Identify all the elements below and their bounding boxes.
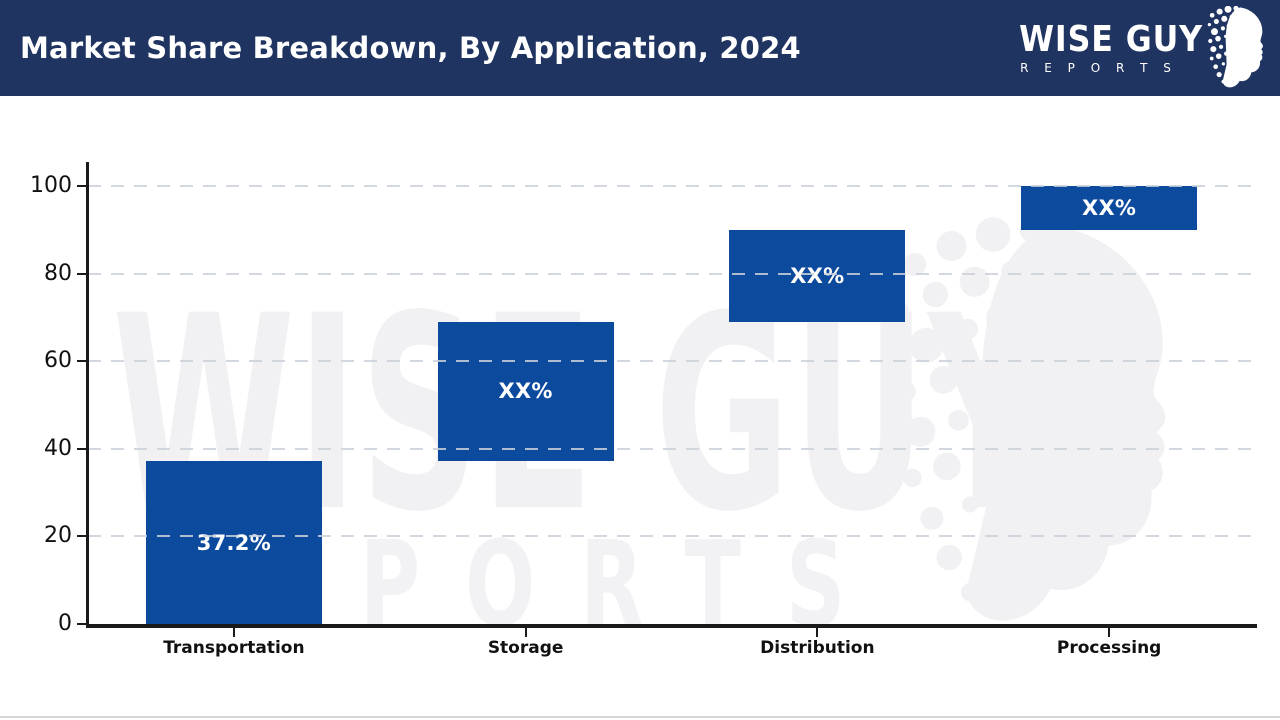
- logo-wordmark-text: WISE GUY: [1019, 18, 1203, 60]
- y-axis-tick: [77, 360, 86, 363]
- x-axis-tick: [1108, 628, 1111, 637]
- x-tick-label-distribution: Distribution: [760, 638, 875, 658]
- gridline-y-60: [88, 360, 1255, 363]
- bar-value-label: XX%: [498, 379, 553, 404]
- y-axis-tick: [77, 535, 86, 538]
- y-axis-tick: [77, 447, 86, 450]
- bar-value-label: 37.2%: [196, 530, 272, 555]
- x-tick-label-processing: Processing: [1056, 638, 1162, 658]
- bar-distribution: XX%: [729, 229, 906, 322]
- bottom-divider: [0, 716, 1280, 718]
- chart-area: WISE GUY REPORTS 37.2% XX% XX% XX%: [0, 96, 1280, 718]
- y-tick-label: 20: [44, 523, 72, 549]
- wiseguy-face-icon: [1207, 6, 1263, 88]
- x-tick-label-storage: Storage: [487, 638, 564, 658]
- logo-subtitle-text: R E P O R T S: [1020, 60, 1177, 75]
- x-axis-tick: [524, 628, 527, 637]
- bar-value-label: XX%: [1081, 195, 1137, 220]
- plot-area: 37.2% XX% XX% XX%: [88, 164, 1255, 624]
- page-title: Market Share Breakdown, By Application, …: [20, 31, 801, 65]
- y-tick-label: 100: [30, 173, 72, 198]
- bar-processing: XX%: [1021, 186, 1198, 230]
- bar-transportation: 37.2%: [145, 461, 322, 624]
- x-axis-tick: [816, 628, 819, 637]
- y-axis-tick: [77, 185, 86, 187]
- y-axis: [86, 162, 89, 628]
- bar-storage: XX%: [437, 321, 614, 462]
- y-tick-label: 80: [44, 260, 72, 286]
- wiseguy-logo: WISE GUY R E P O R T S: [994, 0, 1266, 96]
- gridline-y-40: [88, 447, 1255, 450]
- y-axis-tick: [77, 623, 86, 625]
- gridline-y-20: [88, 535, 1255, 538]
- x-tick-label-transportation: Transportation: [163, 638, 305, 658]
- y-tick-label: 40: [44, 435, 72, 461]
- x-axis-tick: [232, 628, 235, 637]
- y-tick-label: 0: [58, 611, 72, 636]
- gridline-y-100: [88, 185, 1255, 187]
- y-axis-tick: [77, 272, 86, 275]
- logo-wordmark: WISE GUY R E P O R T S: [994, 18, 1203, 75]
- x-axis: [86, 624, 1257, 628]
- gridline-y-80: [88, 272, 1255, 275]
- y-tick-label: 60: [44, 348, 72, 374]
- bar-value-label: XX%: [790, 263, 845, 288]
- header-bar: Market Share Breakdown, By Application, …: [0, 0, 1280, 96]
